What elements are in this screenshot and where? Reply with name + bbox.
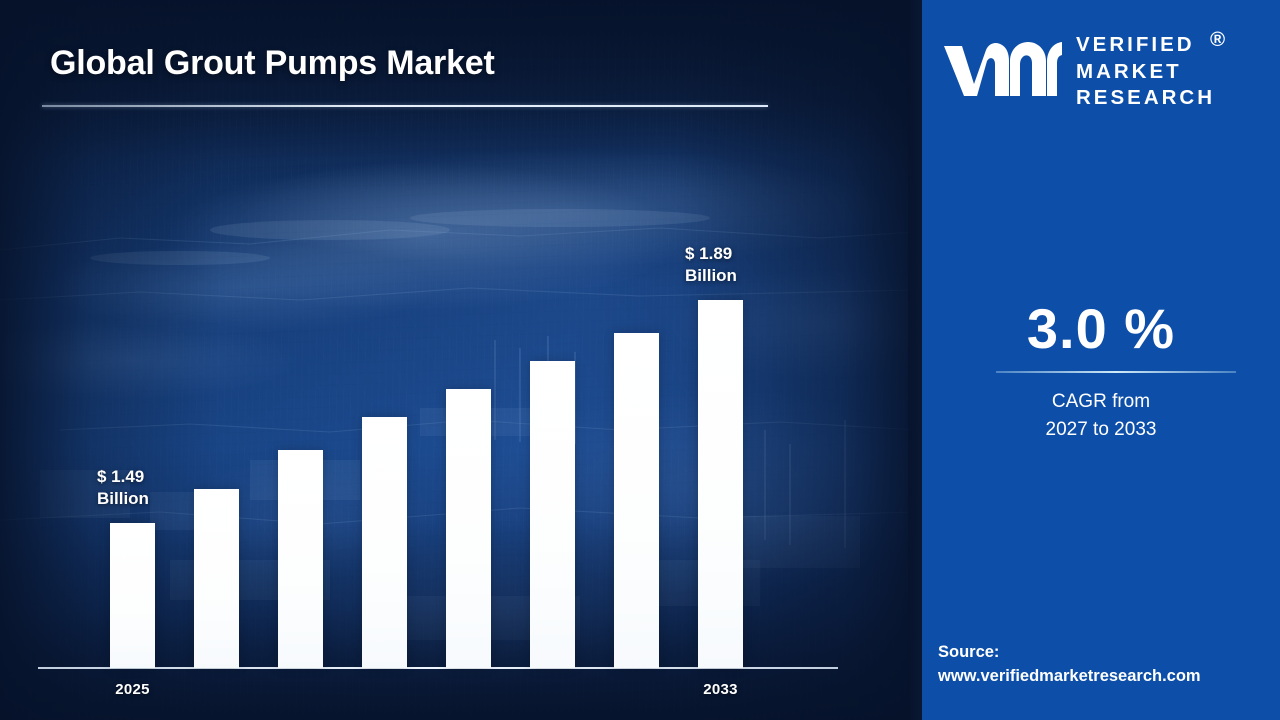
registered-trademark-icon: ® [1209,28,1229,52]
bar-2030 [530,361,575,668]
bar-2027 [278,450,323,668]
x-axis-label-2025: 2025 [115,681,150,698]
cagr-caption-line-1: CAGR from [1051,391,1151,412]
bar-2031 [614,333,659,668]
cagr-caption: CAGR from 2027 to 2033 [922,388,1280,443]
x-axis-line [38,667,838,669]
cagr-value: 3.0 % [1026,297,1176,360]
panel-divider [908,0,922,720]
value-label-2025: $ 1.49 Billion [97,466,149,510]
source-block: Source: www.verifiedmarketresearch.com [938,640,1278,689]
value-label-amount: $ 1.49 [97,466,145,486]
brand-line-2: MARKET [1076,59,1182,83]
source-url[interactable]: www.verifiedmarketresearch.com [938,667,1201,686]
brand-line-1: VERIFIED [1076,33,1195,57]
brand-logo[interactable]: VERIFIED MARKET RESEARCH ® [940,26,1262,116]
bar-2033 [698,300,743,668]
cagr-caption-line-2: 2027 to 2033 [1045,418,1157,440]
value-label-unit: Billion [97,488,149,508]
bar-chart: $ 1.49 Billion $ 1.89 Billion 2025 2033 [38,243,838,698]
value-label-2033: $ 1.89 Billion [685,243,737,287]
source-label: Source: [938,643,1000,661]
x-axis-label-2033: 2033 [703,681,738,698]
bar-2029 [446,389,491,668]
vmr-logo-icon [944,42,1062,96]
title-underline [42,105,768,107]
chart-panel: Global Grout Pumps Market $ 1.49 Billion $… [0,0,917,720]
brand-wordmark: VERIFIED MARKET RESEARCH ® [1076,28,1225,112]
sidebar-panel: VERIFIED MARKET RESEARCH ® 3.0 % CAGR fr… [922,0,1280,720]
brand-line-3: RESEARCH [1076,86,1216,110]
page-title: Global Grout Pumps Market [50,44,495,82]
bar-2026 [194,489,239,668]
bar-2025 [110,522,155,668]
cagr-divider [996,371,1236,373]
bar-2028 [362,417,407,668]
value-label-amount: $ 1.89 [685,244,733,263]
value-label-unit: Billion [685,265,737,285]
